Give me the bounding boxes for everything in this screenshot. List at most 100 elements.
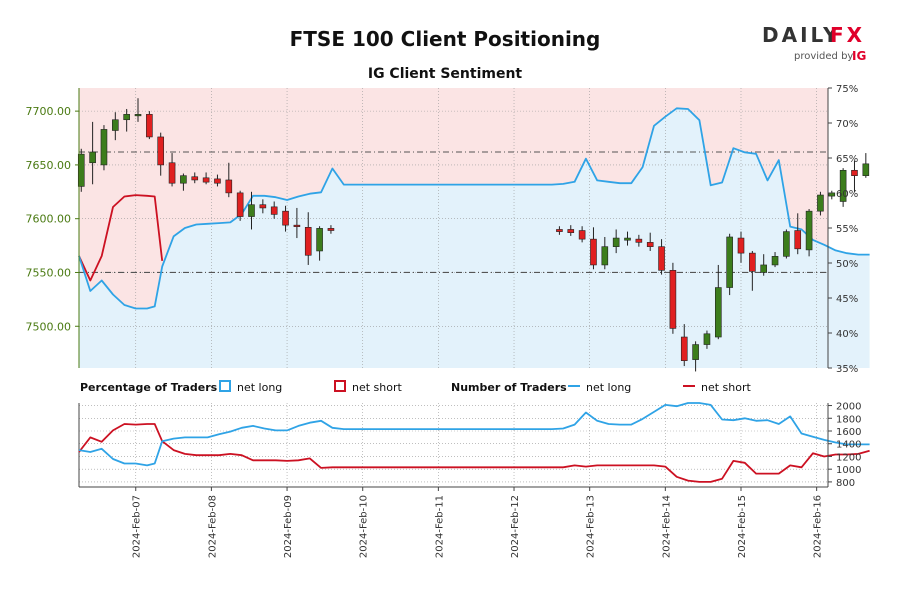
candle-bearish xyxy=(680,336,688,361)
candle-bearish xyxy=(578,230,586,240)
price-axis-label: 7500.00 xyxy=(26,320,72,333)
candle-bullish xyxy=(77,153,85,187)
candle-bullish xyxy=(771,256,779,266)
legend: Percentage of Traders net long net short… xyxy=(80,380,752,394)
candle-bearish xyxy=(556,229,563,232)
candle-bearish xyxy=(214,178,221,184)
reference-lines xyxy=(79,151,828,274)
legend-pct-heading: Percentage of Traders xyxy=(80,381,218,394)
candle-bearish xyxy=(202,177,210,183)
candle-bearish xyxy=(225,179,233,194)
candlesticks xyxy=(77,98,870,372)
logo-wordmark-right: FX xyxy=(830,23,865,47)
traders-grid xyxy=(78,403,828,488)
traders-axis-label: 1200 xyxy=(836,452,861,463)
traders-axis-label: 1400 xyxy=(836,440,861,451)
legend-num-heading: Number of Traders xyxy=(451,381,567,394)
candle-bearish xyxy=(168,162,176,184)
candle-bullish xyxy=(624,237,631,241)
traders-axis-label: 2000 xyxy=(836,402,861,413)
candle-bullish xyxy=(112,119,119,131)
legend-pct-long-swatch xyxy=(219,380,231,392)
traders-background xyxy=(79,403,828,487)
logo-wordmark-left: DAILY xyxy=(762,23,841,47)
price-axis-label: 7550.00 xyxy=(26,266,72,279)
candle-bearish xyxy=(567,229,575,233)
percentage-axis-label: 75% xyxy=(836,84,858,95)
percentage-axis-label: 55% xyxy=(836,224,858,235)
percentage-axis-label: 65% xyxy=(836,154,858,165)
candle-bullish xyxy=(760,264,767,273)
net-long-traders-line xyxy=(78,402,870,467)
candle-bearish xyxy=(293,224,301,227)
percentage-axis: 35% 40% 45% 50% 55% 60% 65% 70% 75% xyxy=(827,84,858,375)
date-axis-label: 2024-Feb-11 xyxy=(434,495,445,558)
date-axis-label: 2024-Feb-13 xyxy=(586,495,597,558)
dailyfx-logo: DAILY FX provided by IG xyxy=(762,23,866,63)
price-axis: 7500.00 7550.00 7600.00 7650.00 7700.00 xyxy=(26,88,80,368)
net-long-percentage-line xyxy=(78,107,870,310)
candle-bearish xyxy=(236,192,244,217)
date-axis-label: 2024-Feb-12 xyxy=(510,495,521,558)
date-axis-label: 2024-Feb-07 xyxy=(132,495,143,558)
candle-bearish xyxy=(191,176,199,181)
date-axis-label: 2024-Feb-16 xyxy=(813,495,824,558)
traders-axis-label: 1800 xyxy=(836,414,861,425)
candle-bullish xyxy=(692,344,699,360)
legend-num-short: net short xyxy=(701,381,752,394)
candle-bearish xyxy=(851,169,858,176)
percentage-axis-label: 60% xyxy=(836,189,858,200)
date-axis-label: 2024-Feb-14 xyxy=(661,495,672,558)
candle-bullish xyxy=(805,210,813,251)
traders-axis-label: 1000 xyxy=(836,465,861,476)
price-axis-label: 7650.00 xyxy=(26,159,72,172)
percentage-axis-label: 70% xyxy=(836,119,858,130)
date-axis-label: 2024-Feb-08 xyxy=(207,495,218,558)
candle-bearish xyxy=(590,238,597,266)
candle-bullish xyxy=(601,246,609,266)
date-axis-label: 2024-Feb-10 xyxy=(359,495,370,558)
chart-subtitle: IG Client Sentiment xyxy=(368,66,523,82)
price-axis-label: 7700.00 xyxy=(26,105,72,118)
candle-bearish xyxy=(749,252,756,272)
legend-pct-short-swatch xyxy=(334,380,346,392)
percentage-lines xyxy=(78,107,870,310)
candle-bearish xyxy=(669,270,677,329)
traders-lines xyxy=(78,402,870,483)
legend-num-long: net long xyxy=(586,381,631,394)
logo-ig: IG xyxy=(852,49,866,63)
candle-bearish xyxy=(327,228,335,231)
candle-bullish xyxy=(89,151,96,164)
legend-pct-long: net long xyxy=(237,381,282,394)
chart-title: FTSE 100 Client Positioning xyxy=(290,27,601,51)
candle-bullish xyxy=(248,204,255,217)
candle-bearish xyxy=(146,114,153,138)
candle-bullish xyxy=(726,236,733,288)
percentage-axis-label: 50% xyxy=(836,259,858,270)
candle-bullish xyxy=(134,114,142,117)
candle-bullish xyxy=(714,287,722,338)
candle-bullish xyxy=(703,333,711,345)
percentage-axis-label: 40% xyxy=(836,329,858,340)
candle-bullish xyxy=(783,231,790,257)
percentage-axis-label: 45% xyxy=(836,294,858,305)
traders-axis-label: 1600 xyxy=(836,427,861,438)
candle-bearish xyxy=(157,136,165,166)
logo-provided-by: provided by xyxy=(794,51,853,62)
net-short-percentage-line xyxy=(78,194,164,282)
date-axis-label: 2024-Feb-09 xyxy=(283,495,294,558)
date-axis: 2024-Feb-07 2024-Feb-08 2024-Feb-09 2024-Fe… xyxy=(132,487,824,558)
candle-bearish xyxy=(658,246,665,271)
candle-bearish xyxy=(635,238,643,243)
candle-bearish xyxy=(737,237,745,254)
price-axis-label: 7600.00 xyxy=(26,213,72,226)
candle-bullish xyxy=(612,237,620,247)
candle-bearish xyxy=(282,210,289,226)
candle-bearish xyxy=(794,230,802,250)
date-axis-label: 2024-Feb-15 xyxy=(737,495,748,558)
candle-bearish xyxy=(270,206,278,215)
